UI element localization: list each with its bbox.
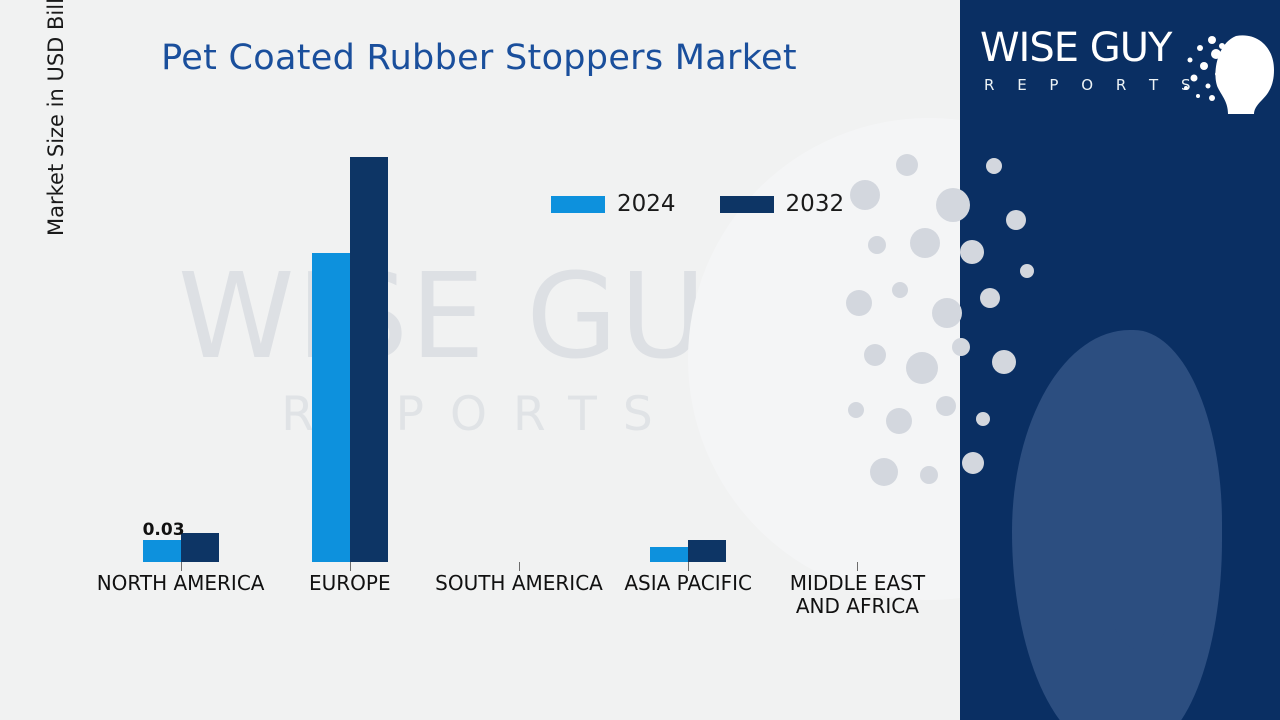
legend-label-2024: 2024: [617, 191, 676, 217]
bar-2024[interactable]: [650, 547, 689, 562]
x-axis-tick: [688, 562, 690, 571]
plot-area: 0.03: [96, 150, 942, 562]
page-title: Pet Coated Rubber Stoppers Market: [161, 38, 797, 78]
brand-panel: WISE GUY R E P O R T S: [960, 0, 1280, 720]
x-axis-label: SOUTH AMERICA: [435, 571, 603, 595]
bar-group: [481, 150, 557, 562]
x-axis-label: ASIA PACIFIC: [624, 571, 753, 595]
x-axis-label: MIDDLE EAST AND AFRICA: [789, 571, 926, 618]
x-axis-label: EUROPE: [308, 571, 391, 595]
chart-legend: 2024 2032: [551, 193, 844, 216]
logo-head-icon: [1182, 30, 1278, 116]
bar-group: [142, 150, 219, 562]
bar-group: [311, 150, 388, 562]
x-axis-tick: [180, 562, 182, 571]
x-axis: NORTH AMERICA EUROPE SOUTH AMERICA ASIA PAC…: [96, 562, 942, 712]
bar-2024[interactable]: [142, 539, 181, 562]
bar-2032[interactable]: [688, 539, 727, 562]
x-axis-tick: [857, 562, 859, 571]
bar-2024[interactable]: [311, 253, 350, 562]
bar-2032[interactable]: [349, 157, 388, 562]
legend-item-2024[interactable]: 2024: [551, 193, 676, 216]
legend-label-2032: 2032: [785, 191, 845, 217]
bar-2032[interactable]: [180, 532, 219, 562]
face-chin: [1110, 560, 1170, 650]
y-axis-label: Market Size in USD Billion: [44, 0, 68, 236]
wiseguy-logo[interactable]: WISE GUY R E P O R T S: [980, 25, 1274, 114]
legend-swatch-2024: [551, 196, 605, 213]
bar-value-label: 0.03: [142, 519, 185, 540]
logo-main-text: WISE GUY: [980, 25, 1172, 71]
legend-swatch-2032: [719, 196, 774, 213]
x-axis-tick: [349, 562, 351, 571]
legend-item-2032[interactable]: 2032: [719, 191, 845, 217]
x-axis-label: NORTH AMERICA: [96, 571, 265, 595]
logo-sub-text: R E P O R T S: [984, 76, 1200, 94]
bar-group: [650, 150, 727, 562]
x-axis-tick: [519, 562, 520, 571]
